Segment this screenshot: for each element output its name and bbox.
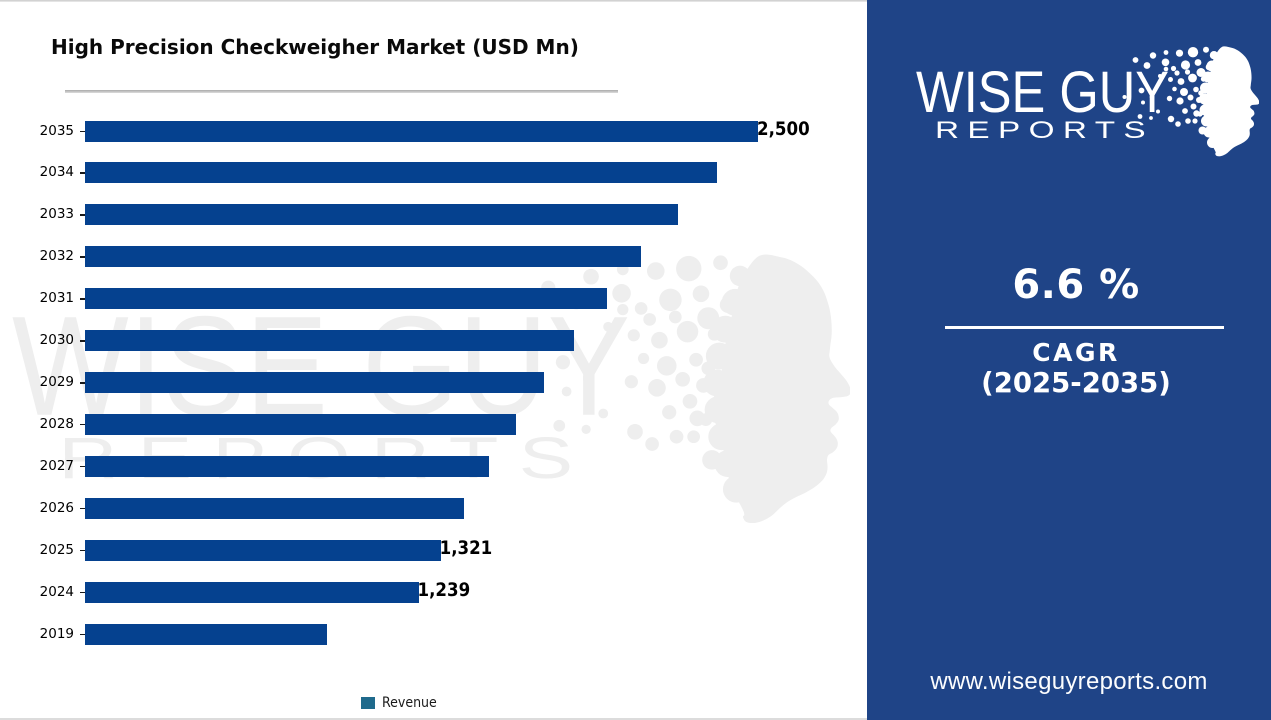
value-label-2025: 1,321 bbox=[439, 537, 493, 559]
y-tick-label-2031: 2031 bbox=[39, 290, 74, 307]
bar-2026 bbox=[85, 497, 465, 519]
bar-row-2033: 2033 bbox=[0, 204, 867, 226]
panel-bottom-edge bbox=[0, 718, 867, 720]
bar-2027 bbox=[85, 455, 490, 477]
bar-2025 bbox=[85, 539, 441, 561]
bar-row-2024: 2024 1,239 bbox=[0, 579, 867, 603]
bar-2031 bbox=[85, 288, 607, 310]
brand-logo bbox=[916, 46, 1259, 157]
bar-plot: 2035 2,500 2034 2033 2032 2031 2030 2029 2028 202… bbox=[0, 118, 867, 645]
bar-row-2035: 2035 2,500 bbox=[0, 118, 867, 142]
y-tick-label-2026: 2026 bbox=[39, 499, 74, 516]
y-tick-mark bbox=[80, 214, 85, 216]
y-tick-label-2032: 2032 bbox=[39, 248, 74, 265]
bar-2032 bbox=[85, 246, 642, 268]
y-tick-mark bbox=[80, 130, 85, 132]
y-tick-mark bbox=[80, 465, 85, 468]
y-tick-label-2019: 2019 bbox=[39, 625, 74, 642]
bar-row-2031: 2031 bbox=[0, 288, 867, 310]
bar-row-2030: 2030 bbox=[0, 330, 867, 352]
bar-row-2026: 2026 bbox=[0, 497, 867, 519]
y-tick-label-2035: 2035 bbox=[39, 122, 74, 139]
bar-row-2027: 2027 bbox=[0, 455, 867, 477]
bar-row-2019: 2019 bbox=[0, 623, 867, 645]
y-tick-mark bbox=[80, 256, 85, 258]
cagr-value: 6.6 % bbox=[1012, 262, 1140, 308]
y-tick-mark bbox=[80, 633, 85, 635]
cagr-divider bbox=[945, 326, 1224, 329]
y-tick-mark bbox=[80, 298, 85, 300]
cagr-caption: CAGR (2025-2035) bbox=[881, 338, 1271, 398]
y-tick-label-2025: 2025 bbox=[39, 541, 74, 558]
legend-label: Revenue bbox=[382, 695, 437, 711]
y-tick-label-2024: 2024 bbox=[39, 583, 74, 600]
bar-2028 bbox=[85, 413, 516, 435]
bar-2019 bbox=[85, 623, 328, 645]
cagr-caption-line2: (2025-2035) bbox=[981, 367, 1171, 399]
bar-2030 bbox=[85, 330, 575, 352]
y-tick-label-2028: 2028 bbox=[39, 415, 74, 432]
value-label-2035: 2,500 bbox=[757, 118, 810, 140]
website-url[interactable]: www.wiseguyreports.com bbox=[930, 668, 1208, 695]
y-tick-mark bbox=[80, 382, 85, 384]
y-tick-label-2029: 2029 bbox=[39, 374, 74, 390]
bar-row-2032: 2032 bbox=[0, 246, 867, 268]
bar-row-2029: 2029 bbox=[0, 372, 867, 393]
chart-panel: High Precision Checkweigher Market (USD … bbox=[0, 0, 867, 720]
y-tick-label-2030: 2030 bbox=[39, 332, 74, 349]
panel-top-edge bbox=[0, 0, 867, 2]
cagr-caption-line1: CAGR bbox=[1032, 338, 1120, 367]
bar-2034 bbox=[85, 162, 718, 184]
bar-2035 bbox=[85, 120, 758, 142]
bar-2033 bbox=[85, 204, 679, 226]
bar-2024 bbox=[85, 581, 419, 603]
bar-2029 bbox=[85, 372, 545, 393]
value-label-2024: 1,239 bbox=[417, 579, 471, 601]
y-tick-label-2034: 2034 bbox=[39, 164, 74, 181]
y-tick-mark bbox=[80, 340, 85, 342]
y-tick-label-2027: 2027 bbox=[39, 457, 74, 474]
title-underline bbox=[65, 90, 618, 93]
y-tick-mark bbox=[80, 172, 85, 174]
bar-row-2025: 2025 1,321 bbox=[0, 537, 867, 561]
sidebar: 6.6 % CAGR (2025-2035) www.wiseguyreport… bbox=[867, 0, 1271, 720]
y-tick-mark bbox=[80, 507, 85, 510]
chart-title: High Precision Checkweigher Market (USD … bbox=[51, 35, 579, 59]
y-tick-label-2033: 2033 bbox=[39, 206, 74, 223]
bar-row-2028: 2028 bbox=[0, 413, 867, 435]
legend-swatch bbox=[361, 697, 375, 709]
bar-row-2034: 2034 bbox=[0, 162, 867, 184]
y-tick-mark bbox=[80, 591, 85, 594]
y-tick-mark bbox=[80, 549, 85, 552]
y-tick-mark bbox=[80, 423, 85, 426]
